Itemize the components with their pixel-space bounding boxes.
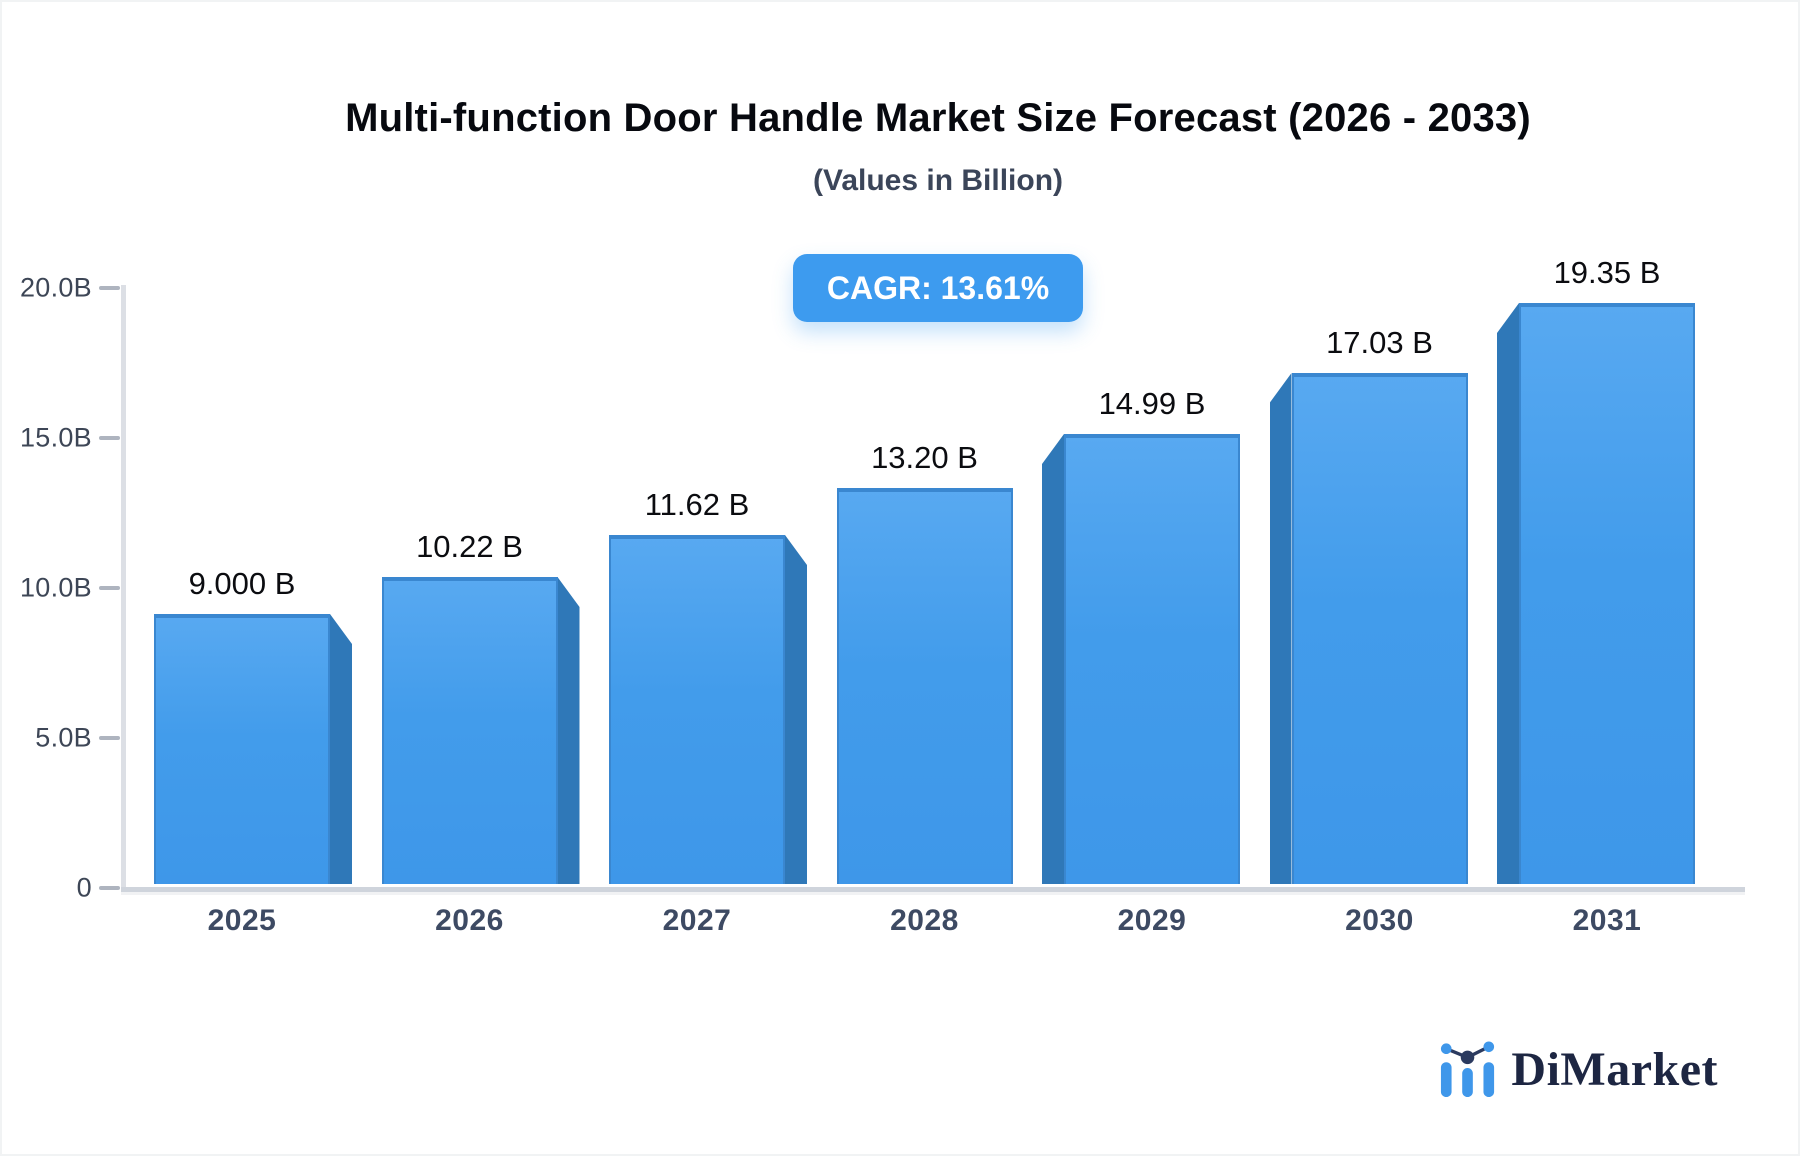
y-tick-label: 20.0B [19, 272, 92, 303]
bar-2028: 13.20 B [836, 440, 1013, 884]
x-axis-line [121, 887, 1745, 892]
brand-logo: DiMarket [1439, 1038, 1718, 1100]
bar-2027: 11.62 B [609, 487, 807, 884]
bar-value-label: 11.62 B [644, 487, 750, 522]
bar-value-label: 17.03 B [1326, 325, 1433, 360]
y-tick-mark [99, 586, 120, 590]
bar-face [1064, 434, 1240, 884]
bar-side-face [785, 535, 807, 884]
bar-value-label: 14.99 B [1098, 386, 1206, 421]
chart-title: Multi-function Door Handle Market Size F… [345, 96, 1531, 140]
bar-side-face [557, 577, 580, 884]
bar-face [1519, 303, 1695, 884]
bar-value-label: 13.20 B [871, 440, 978, 475]
y-tick-label: 10.0B [19, 572, 92, 603]
bar-face [154, 614, 330, 884]
cagr-badge: CAGR: 13.61% [792, 254, 1084, 322]
y-tick-mark [99, 736, 120, 740]
bar-2031: 19.35 B [1497, 255, 1695, 884]
y-tick-label: 15.0B [19, 422, 92, 453]
cagr-badge-row: CAGR: 13.61% [132, 254, 1744, 322]
bar-side-face [1497, 303, 1519, 884]
bar-value-label: 10.22 B [416, 529, 523, 564]
bar-2030: 17.03 B [1269, 325, 1468, 884]
bar-face [381, 577, 558, 884]
bar-face [836, 488, 1013, 884]
bar-side-face [330, 614, 352, 884]
chart-subtitle: (Values in Billion) [812, 164, 1064, 197]
bar-2026: 10.22 B [381, 529, 580, 884]
y-tick-mark [99, 436, 120, 440]
bar-face [609, 535, 785, 884]
bar-value-label: 19.35 B [1553, 255, 1661, 290]
y-axis-line [121, 285, 126, 890]
x-axis-label-2027: 2027 [662, 904, 732, 937]
bar-value-label: 9.000 B [188, 566, 296, 601]
brand-name: DiMarket [1511, 1042, 1718, 1096]
x-axis-label-2029: 2029 [1117, 904, 1187, 937]
mini-bar-chart-icon [1441, 1041, 1495, 1098]
x-axis-label-2025: 2025 [207, 904, 277, 937]
x-axis-label-2031: 2031 [1572, 904, 1642, 937]
bar-side-face [1042, 434, 1064, 884]
y-tick-mark [99, 886, 120, 890]
bar-2025: 9.000 B [154, 566, 352, 884]
x-axis-label-2026: 2026 [435, 904, 504, 937]
bar-side-face [1269, 373, 1292, 884]
bar-face [1291, 373, 1468, 884]
bar-2029: 14.99 B [1042, 386, 1240, 884]
x-axis-label-2030: 2030 [1345, 904, 1414, 937]
x-axis-label-2028: 2028 [890, 904, 959, 937]
y-tick-label: 0 [76, 872, 92, 903]
y-tick-label: 5.0B [35, 722, 92, 753]
y-tick-mark [99, 286, 120, 290]
